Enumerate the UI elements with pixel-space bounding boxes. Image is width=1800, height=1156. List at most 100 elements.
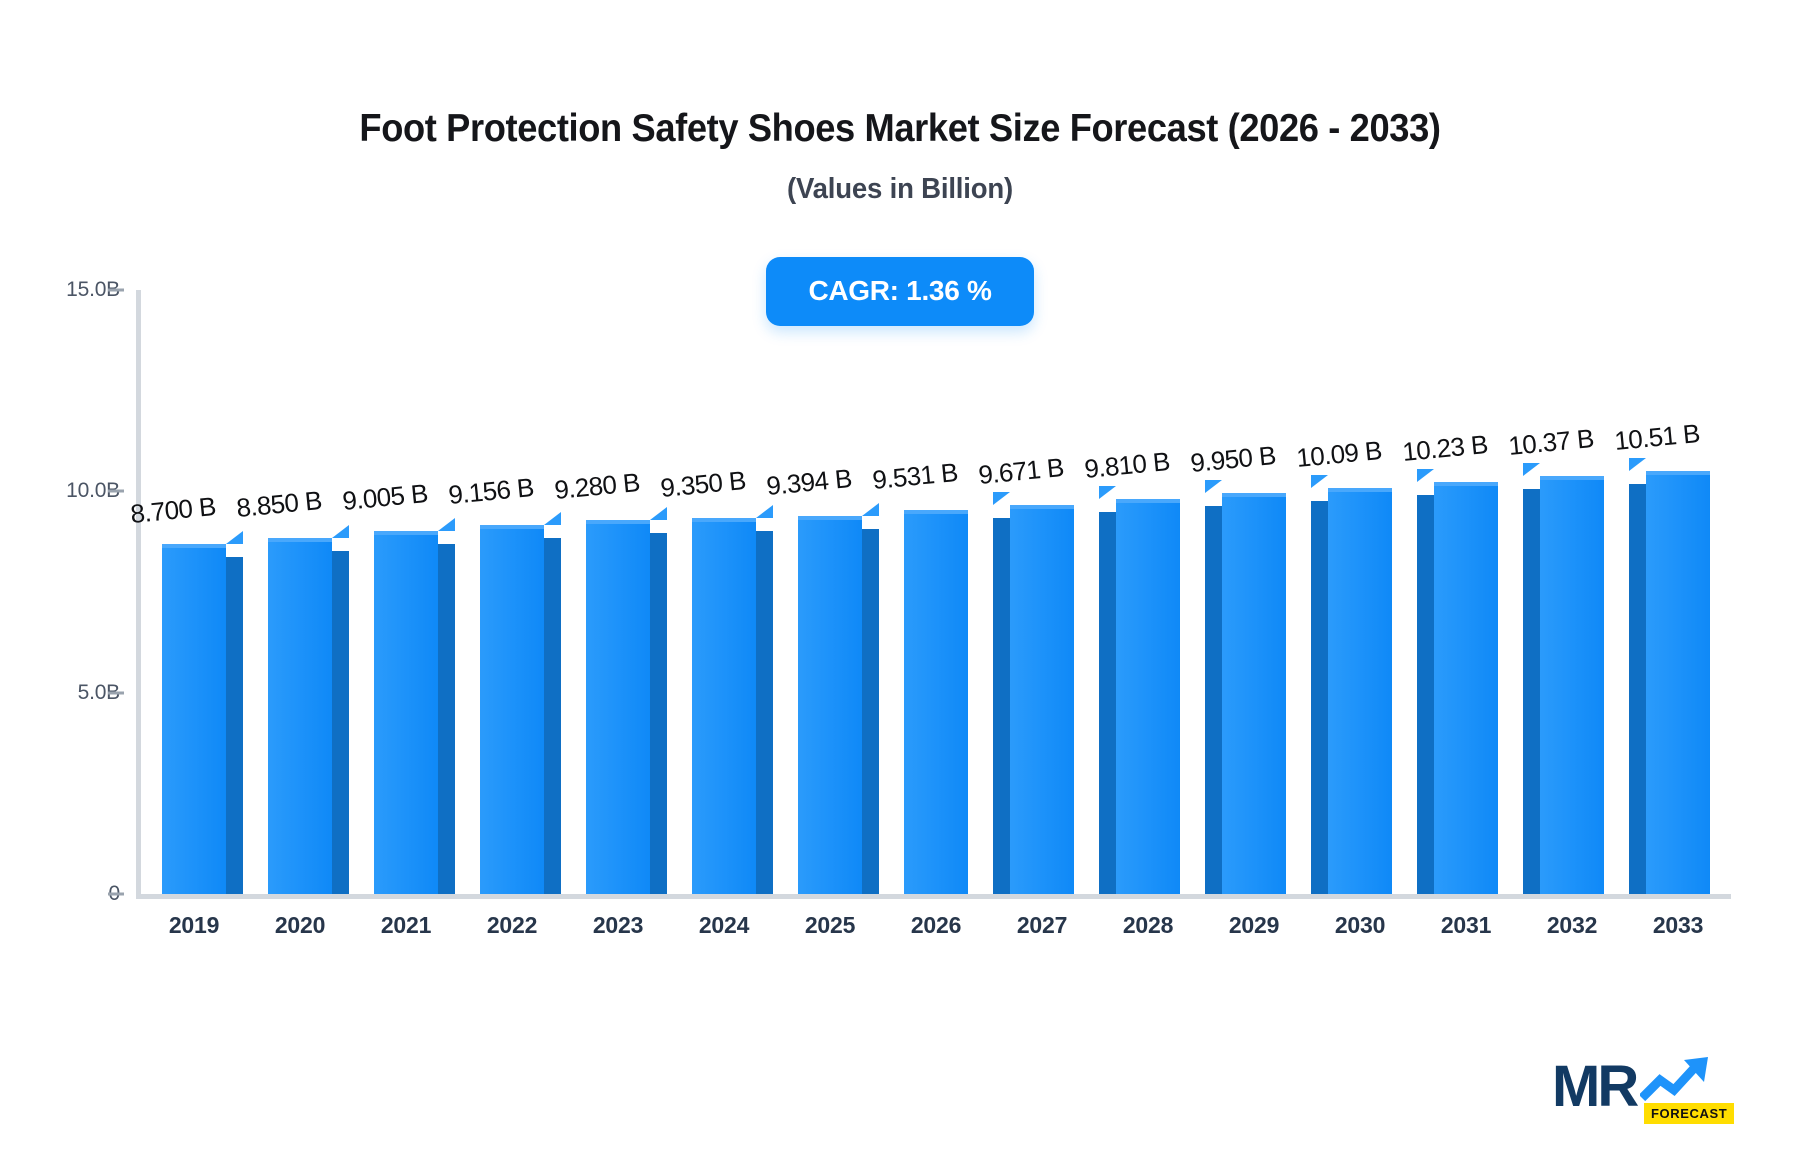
y-axis-tick-label: 0 (0, 882, 121, 906)
x-axis-tick-label: 2030 (1334, 912, 1386, 938)
y-axis-tick-mark (108, 892, 124, 896)
bar-column[interactable] (1629, 290, 1710, 894)
bar-front-face (1328, 487, 1392, 894)
logo-tagline: FORECAST (1644, 1103, 1735, 1124)
bar-side-face (862, 528, 879, 894)
bar-top-bevel (544, 512, 561, 526)
x-axis-tick-label: 2025 (804, 912, 856, 938)
bar-front-face (1646, 470, 1710, 894)
bar-front-face (1010, 504, 1074, 894)
bar-top-face (1540, 476, 1604, 481)
x-axis-tick-label: 2026 (910, 912, 962, 938)
cagr-badge[interactable]: CAGR: 1.36 % (766, 257, 1034, 326)
bar-3d[interactable] (1523, 463, 1604, 894)
bar-column[interactable] (993, 290, 1074, 894)
x-axis-tick-label: 2024 (698, 912, 750, 938)
bar-top-bevel (1417, 469, 1434, 483)
x-axis-tick-label: 2019 (168, 912, 220, 938)
mr-forecast-logo: MR FORECAST (1552, 1054, 1735, 1130)
bar-front-face (692, 517, 756, 894)
bar-3d[interactable] (586, 507, 667, 894)
bar-top-face (904, 510, 968, 515)
bar-top-face (374, 531, 438, 536)
y-axis-tick-label: 5.0B (77, 680, 121, 704)
bar-column[interactable] (798, 290, 879, 894)
bar-top-face (1116, 498, 1180, 503)
bar-column[interactable] (1205, 290, 1286, 894)
bar-side-face (438, 544, 455, 894)
x-axis-tick-label: 2029 (1228, 912, 1280, 938)
bar-front-face (1540, 476, 1604, 894)
bar-column[interactable] (162, 290, 243, 894)
bar-3d[interactable] (993, 491, 1074, 894)
x-axis-baseline (136, 894, 1731, 899)
logo-wordmark: MR (1552, 1054, 1639, 1119)
bar-3d[interactable] (268, 524, 349, 894)
bar-column[interactable] (1311, 290, 1392, 894)
y-axis-tick-label: 10.0B (66, 479, 120, 503)
title-block: Foot Protection Safety Shoes Market Size… (0, 107, 1800, 206)
bar-3d[interactable] (904, 510, 968, 894)
bar-column[interactable] (1523, 290, 1604, 894)
bar-front-face (268, 537, 332, 894)
bar-3d[interactable] (374, 518, 455, 894)
bar-3d[interactable] (480, 512, 561, 894)
bar-front-face (374, 531, 438, 894)
bar-column[interactable] (480, 290, 561, 894)
bar-top-face (692, 517, 756, 522)
bar-side-face (332, 550, 349, 894)
bar-top-face (268, 537, 332, 542)
bar-side-face (1523, 489, 1540, 894)
bar-top-face (586, 520, 650, 525)
bar-top-face (1646, 470, 1710, 475)
bar-top-bevel (1523, 463, 1540, 477)
bar-3d[interactable] (1099, 485, 1180, 894)
bar-front-face (1116, 498, 1180, 894)
bar-column[interactable] (586, 290, 667, 894)
bar-top-face (162, 543, 226, 548)
bar-3d[interactable] (1629, 457, 1710, 894)
bar-side-face (993, 517, 1010, 894)
chart-subtitle: (Values in Billion) (786, 172, 1014, 205)
y-axis-tick-mark (108, 288, 124, 292)
bar-3d[interactable] (1417, 469, 1498, 894)
bar-3d[interactable] (798, 502, 879, 894)
bar-top-face (1010, 504, 1074, 509)
bar-side-face (1629, 483, 1646, 894)
y-axis-spine (136, 290, 141, 896)
bar-column[interactable] (374, 290, 455, 894)
bar-side-face (1311, 500, 1328, 894)
bar-column[interactable] (904, 290, 968, 894)
bar-top-bevel (1311, 474, 1328, 488)
bar-top-face (480, 525, 544, 530)
bar-top-bevel (993, 491, 1010, 505)
bar-column[interactable] (1417, 290, 1498, 894)
bar-top-bevel (332, 524, 349, 538)
bar-column[interactable] (692, 290, 773, 894)
x-axis-tick-label: 2031 (1440, 912, 1492, 938)
y-axis-tick-mark (108, 691, 124, 695)
bar-top-bevel (862, 502, 879, 516)
bar-side-face (650, 533, 667, 894)
bar-top-bevel (1099, 485, 1116, 499)
bar-3d[interactable] (162, 530, 243, 894)
bar-column[interactable] (268, 290, 349, 894)
bar-3d[interactable] (1311, 474, 1392, 894)
bar-side-face (544, 538, 561, 894)
bar-column[interactable] (1099, 290, 1180, 894)
bar-front-face (798, 515, 862, 894)
bar-front-face (162, 543, 226, 894)
bar-front-face (1222, 493, 1286, 894)
bar-side-face (1205, 506, 1222, 894)
growth-arrow-icon (1640, 1057, 1708, 1102)
bar-top-bevel (1629, 457, 1646, 471)
cagr-badge-wrap: CAGR: 1.36 % (0, 257, 1800, 326)
chart-title: Foot Protection Safety Shoes Market Size… (359, 107, 1441, 150)
bar-3d[interactable] (1205, 480, 1286, 894)
y-axis-tick-mark (108, 489, 124, 493)
bar-top-face (1222, 493, 1286, 498)
bar-3d[interactable] (692, 504, 773, 894)
x-axis-tick-label: 2020 (274, 912, 326, 938)
bar-side-face (1099, 511, 1116, 894)
